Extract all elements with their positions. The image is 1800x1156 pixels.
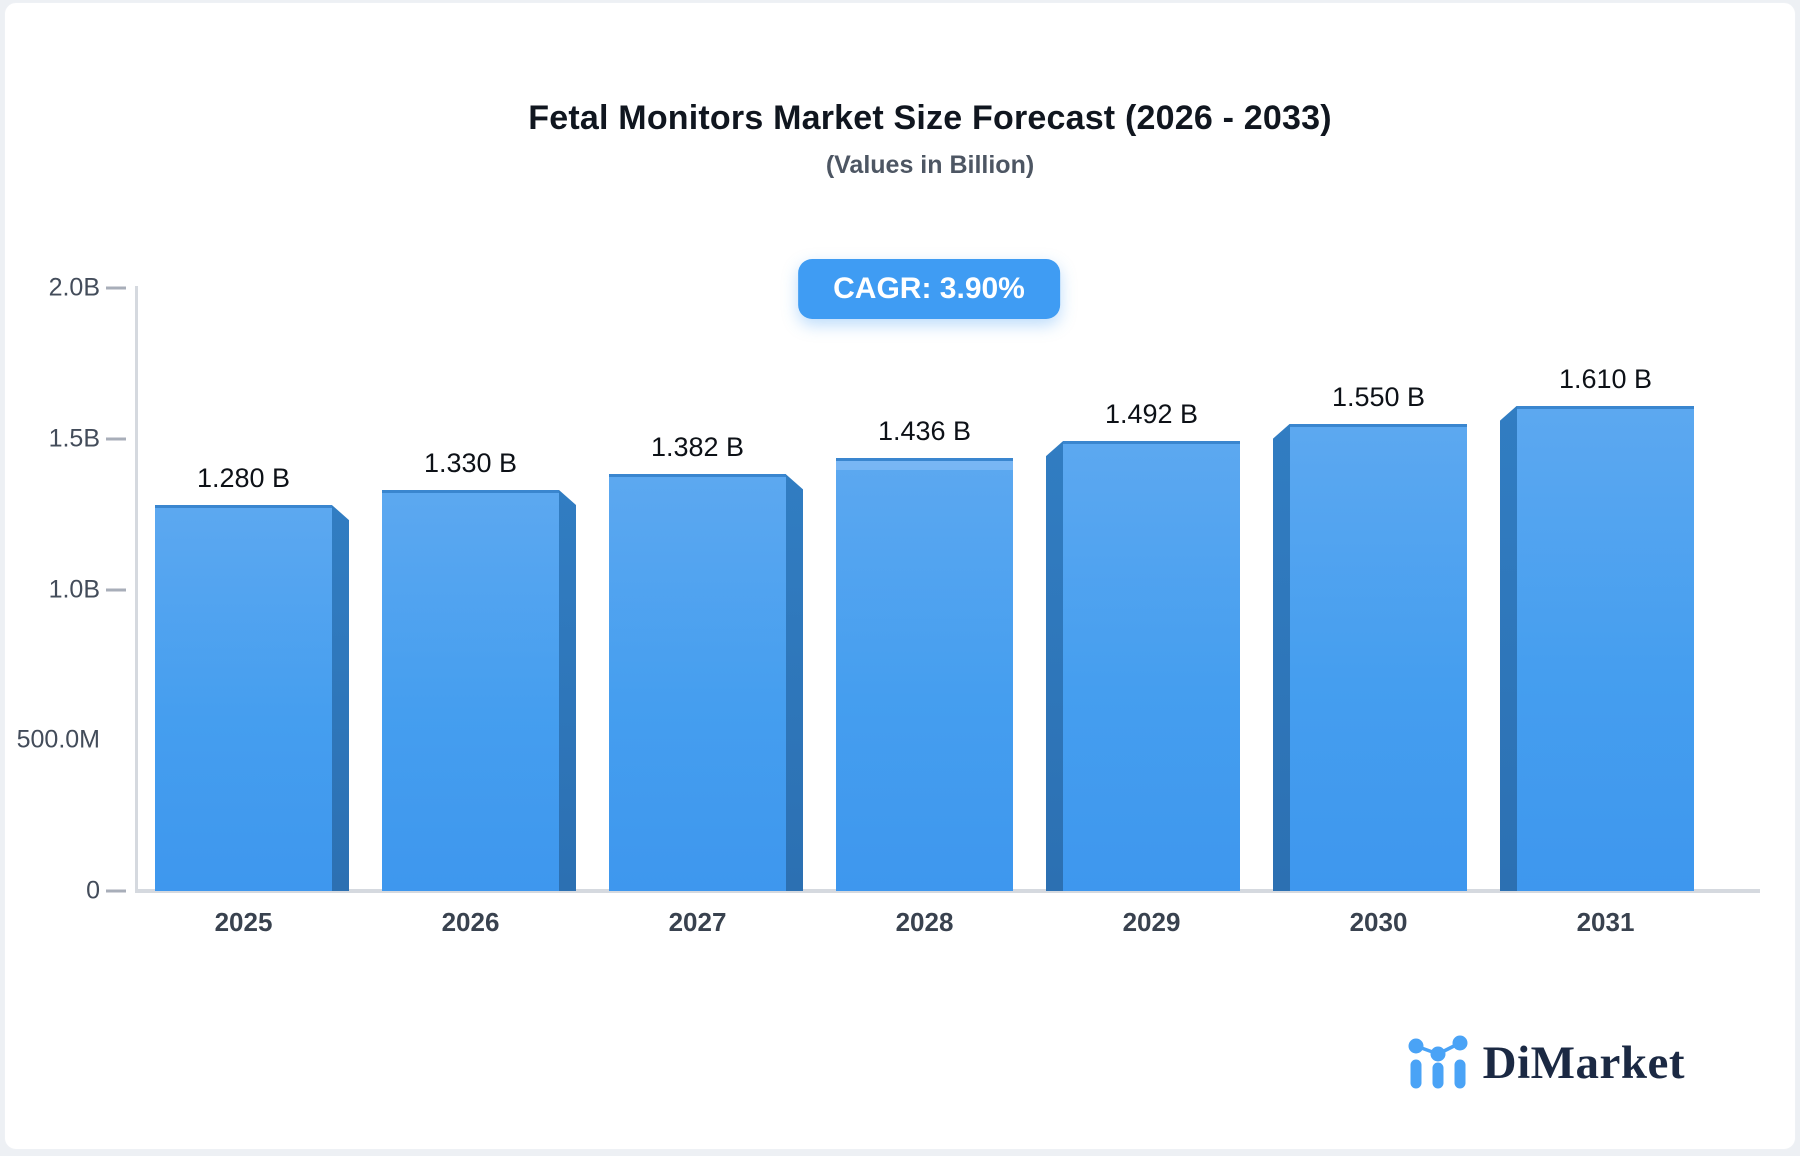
bar-chart-logo-icon <box>1408 1035 1468 1089</box>
bar-2027 <box>609 474 786 891</box>
bar-value-label-2027: 1.382 B <box>650 432 745 463</box>
bar-2031 <box>1517 405 1694 891</box>
cagr-badge: CAGR: 3.90% <box>798 259 1060 319</box>
x-axis-label-2027: 2027 <box>668 907 727 937</box>
bar-2030-side-face <box>1273 423 1290 891</box>
chart-card: Fetal Monitors Market Size Forecast (202… <box>4 2 1796 1150</box>
brand-logo-text: DiMarket <box>1482 1037 1685 1089</box>
y-tick-mark <box>106 588 126 591</box>
y-tick-label-2.0B: 2.0B <box>48 273 100 302</box>
y-tick-label-1.5B: 1.5B <box>48 424 100 453</box>
bar-top-face-highlight <box>836 461 1013 471</box>
chart-subtitle: (Values in Billion) <box>825 151 1035 179</box>
bar-chart-plot-area: 2.0B 1.5B 1.0B 500.0M 0 1.280 B 2025 1.330 B 202… <box>5 3 1795 1149</box>
x-axis-line <box>135 889 1760 893</box>
y-tick-mark <box>106 286 126 290</box>
x-axis-label-2025: 2025 <box>214 907 273 937</box>
x-axis-label-2028: 2028 <box>895 907 954 937</box>
x-axis-label-2030: 2030 <box>1349 907 1408 937</box>
x-axis-label-2031: 2031 <box>1576 907 1635 937</box>
bar-2028 <box>836 458 1013 891</box>
bar-2027-side-face <box>786 474 803 891</box>
bar-value-label-2028: 1.436 B <box>877 416 972 447</box>
x-axis-label-2026: 2026 <box>441 907 500 937</box>
bar-2026 <box>382 490 559 891</box>
bar-value-label-2025: 1.280 B <box>196 463 291 494</box>
brand-logo: DiMarket <box>1408 1035 1685 1091</box>
y-axis-line <box>135 286 138 893</box>
bar-2031-side-face <box>1500 405 1517 891</box>
x-axis-label-2029: 2029 <box>1122 907 1181 937</box>
bar-value-label-2026: 1.330 B <box>423 448 518 478</box>
y-tick-label-500.0M: 500.0M <box>16 725 100 754</box>
bar-2029-side-face <box>1046 441 1063 891</box>
bar-value-label-2030: 1.550 B <box>1331 381 1426 412</box>
bar-value-label-2031: 1.610 B <box>1558 363 1653 394</box>
bar-2030 <box>1290 423 1467 891</box>
bar-2025-side-face <box>332 505 349 891</box>
bar-value-label-2029: 1.492 B <box>1104 399 1199 430</box>
bar-2026-side-face <box>559 490 576 891</box>
bar-2025 <box>155 505 332 891</box>
y-tick-label-0: 0 <box>86 876 100 905</box>
y-tick-label-1.0B: 1.0B <box>48 575 100 603</box>
bar-2029 <box>1063 441 1240 891</box>
y-tick-mark <box>106 437 126 441</box>
chart-title: Fetal Monitors Market Size Forecast (202… <box>528 99 1332 137</box>
y-tick-mark <box>106 889 126 893</box>
